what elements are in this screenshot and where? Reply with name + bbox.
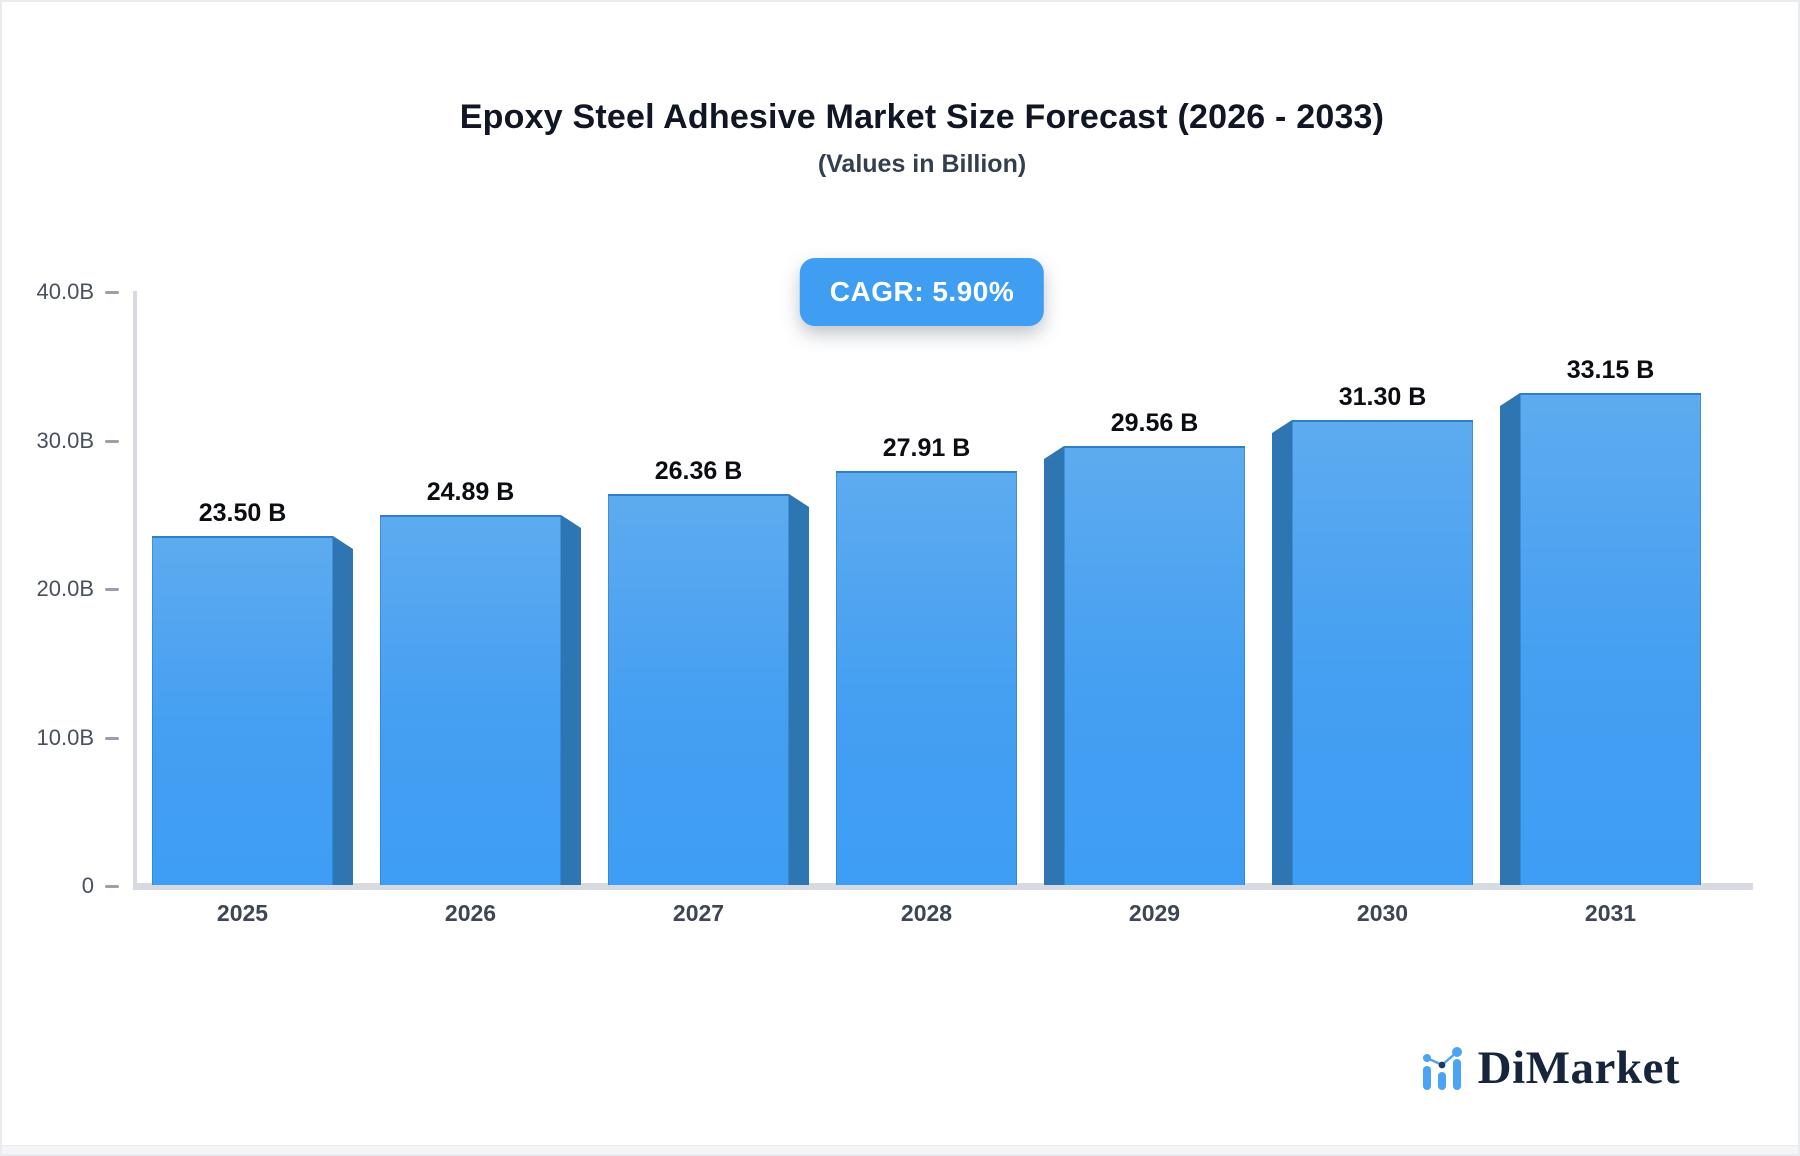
bar-value-label: 26.36 B [654, 457, 743, 485]
bar-2031 [1520, 393, 1701, 885]
x-axis-label-2030: 2030 [1356, 900, 1409, 926]
y-axis-line [133, 291, 137, 887]
x-axis-label-2028: 2028 [900, 900, 953, 926]
cagr-badge: CAGR: 5.90% [799, 258, 1045, 326]
bar-2029 [1064, 446, 1245, 885]
y-axis-tick-label: 10.0B [36, 724, 95, 750]
bar-side-2027 [789, 494, 809, 885]
dimarket-logo-icon [1421, 1046, 1467, 1092]
bar-side-2026 [561, 515, 581, 885]
y-axis-tick-label: 20.0B [36, 576, 95, 601]
y-axis-tick [105, 736, 119, 740]
chart-subtitle: (Values in Billion) [817, 150, 1027, 178]
bar-2027 [608, 494, 789, 885]
x-axis-label-2025: 2025 [216, 900, 269, 926]
x-axis-label-2031: 2031 [1584, 900, 1637, 926]
x-axis-label-2029: 2029 [1128, 900, 1181, 926]
y-axis-tick-label: 30.0B [36, 427, 95, 453]
bar-2030 [1292, 420, 1473, 885]
x-axis-line [133, 883, 1753, 890]
bar-value-label: 33.15 B [1566, 356, 1655, 384]
bar-2025 [152, 536, 333, 885]
bar-value-label: 23.50 B [198, 499, 287, 527]
y-axis-tick-label: 0 [81, 873, 94, 898]
bar-value-label: 29.56 B [1110, 409, 1199, 437]
bar-side-2025 [333, 536, 353, 885]
y-axis-tick [105, 885, 119, 888]
bar-side-2030 [1272, 420, 1292, 885]
bar-value-label: 31.30 B [1338, 383, 1427, 411]
x-axis-label-2027: 2027 [672, 900, 725, 926]
y-axis-tick [105, 439, 119, 443]
y-axis-tick [105, 291, 119, 294]
footer-strip [2, 1145, 1798, 1154]
bar-value-label: 27.91 B [882, 434, 971, 462]
bar-side-2029 [1044, 446, 1064, 885]
bar-2026 [380, 515, 561, 885]
bar-2028 [836, 471, 1017, 885]
x-axis-label-2026: 2026 [444, 900, 497, 926]
y-axis-tick [105, 588, 119, 591]
bar-value-label: 24.89 B [426, 478, 515, 506]
dimarket-logo: DiMarket [1421, 1045, 1680, 1092]
dimarket-logo-text: DiMarket [1477, 1042, 1680, 1094]
bar-side-2031 [1500, 393, 1520, 885]
chart-title: Epoxy Steel Adhesive Market Size Forecas… [459, 98, 1385, 136]
y-axis-tick-label: 40.0B [36, 279, 95, 304]
